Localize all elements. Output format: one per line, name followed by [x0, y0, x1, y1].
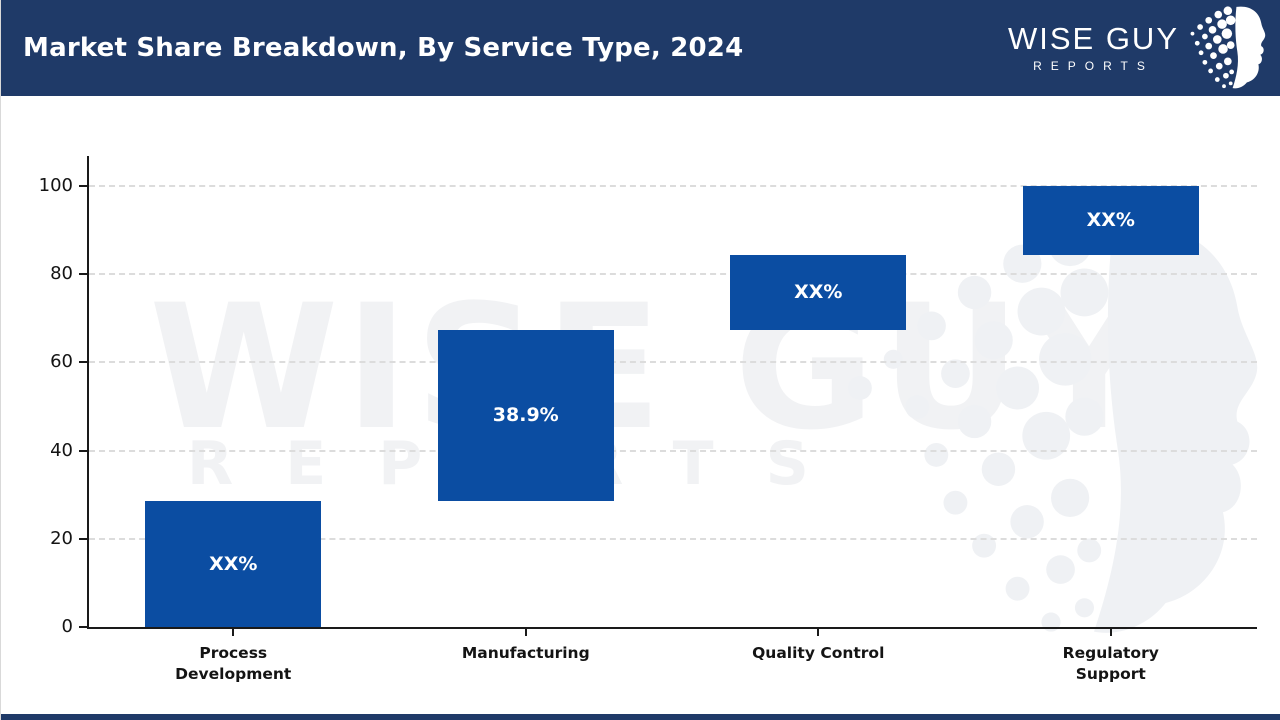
y-tick-mark	[79, 273, 87, 276]
x-axis-spine	[87, 627, 1257, 629]
y-tick-mark	[79, 537, 87, 540]
y-tick-label: 100	[38, 175, 73, 196]
header-bar: Market Share Breakdown, By Service Type,…	[1, 0, 1280, 96]
logo-subtitle: REPORTS	[1033, 58, 1154, 73]
y-tick-mark	[79, 361, 87, 364]
gridline	[89, 537, 1257, 540]
y-tick-label: 0	[61, 616, 73, 637]
footer-bar	[1, 714, 1280, 720]
y-tick-mark	[79, 185, 87, 187]
x-tick-mark	[817, 629, 820, 636]
bar-process-development: XX%	[145, 501, 322, 627]
y-tick-label: 40	[50, 439, 73, 461]
x-tick-mark	[524, 629, 527, 636]
plot: 0 20 40 60 80 100 XX% Process Development 38.9% M…	[1, 96, 1280, 714]
bar-quality-control: XX%	[730, 255, 907, 330]
gridline	[89, 185, 1257, 187]
x-tick-mark	[1109, 629, 1112, 636]
bar-value-label: XX%	[794, 280, 843, 303]
gridline	[89, 361, 1257, 364]
bar-regulatory-support: XX%	[1022, 186, 1199, 256]
logo-wordmark: WISE GUY	[1007, 21, 1179, 57]
y-axis-spine	[87, 156, 89, 629]
chart-area: WISE GUY REPORTS 020406080100XX%Process …	[1, 96, 1280, 714]
y-tick-label: 60	[50, 351, 73, 373]
bar-value-label: XX%	[209, 552, 258, 575]
bar-value-label: 38.9%	[492, 404, 559, 427]
bar-manufacturing: 38.9%	[437, 329, 614, 502]
page-title: Market Share Breakdown, By Service Type,…	[23, 33, 744, 63]
bar-value-label: XX%	[1086, 209, 1135, 232]
y-tick-label: 80	[50, 263, 73, 285]
y-tick-mark	[79, 626, 87, 628]
x-category-label: Manufacturing	[461, 644, 590, 662]
x-category-label: Quality Control	[752, 644, 885, 662]
logo-face-icon	[1190, 6, 1266, 89]
x-tick-mark	[232, 629, 235, 636]
gridline	[89, 273, 1257, 276]
y-tick-label: 20	[50, 527, 73, 549]
gridline	[89, 449, 1257, 452]
y-tick-mark	[79, 449, 87, 452]
x-category-label: Process Development	[175, 644, 292, 683]
brand-logo: WISE GUY REPORTS	[1008, 5, 1267, 91]
x-category-label: Regulatory Support	[1062, 644, 1159, 683]
